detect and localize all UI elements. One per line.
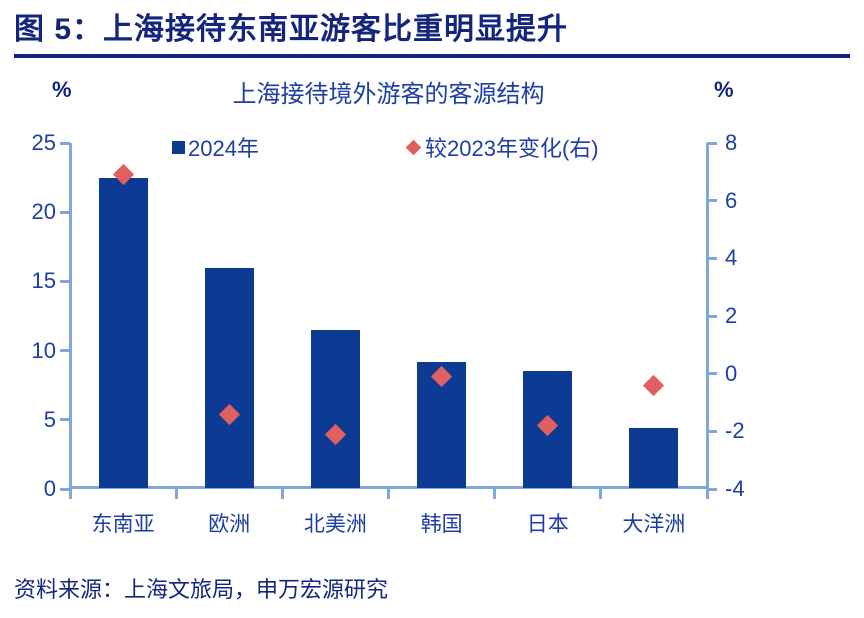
category-label: 大洋洲 bbox=[622, 513, 686, 536]
legend-label-change: 较2023年变化(右) bbox=[425, 136, 599, 161]
bottom-axis-tick bbox=[599, 486, 603, 499]
category-label: 东南亚 bbox=[91, 513, 155, 536]
source-note: 资料来源：上海文旅局，申万宏源研究 bbox=[14, 577, 389, 602]
right-axis-tick bbox=[707, 141, 717, 145]
right-axis-tick bbox=[707, 199, 717, 203]
category-label: 韩国 bbox=[420, 513, 463, 536]
legend-item-change: 较2023年变化(右) bbox=[405, 133, 599, 161]
right-axis-tick-label: 8 bbox=[725, 130, 738, 155]
left-axis-unit-label: % bbox=[52, 77, 72, 102]
bottom-axis-tick bbox=[174, 486, 178, 499]
bar bbox=[98, 177, 148, 488]
right-axis-tick-label: 4 bbox=[725, 245, 738, 271]
bar bbox=[629, 428, 679, 488]
legend-item-2024: 2024年 bbox=[172, 133, 259, 161]
left-axis-tick bbox=[60, 418, 70, 422]
right-axis-tick bbox=[707, 372, 717, 376]
left-axis-tick bbox=[60, 279, 70, 283]
legend-label-2024: 2024年 bbox=[188, 136, 259, 161]
right-axis-tick bbox=[707, 256, 717, 260]
left-axis-tick-label: 25 bbox=[31, 130, 56, 155]
category-label: 欧洲 bbox=[208, 513, 251, 536]
bottom-axis-tick bbox=[493, 486, 497, 499]
left-axis-tick-label: 5 bbox=[43, 406, 56, 432]
left-axis-tick bbox=[60, 349, 70, 353]
left-axis-tick-label: 10 bbox=[31, 337, 56, 363]
right-axis-tick-label: -2 bbox=[725, 418, 745, 444]
bar bbox=[310, 329, 360, 488]
right-axis-unit-label: % bbox=[714, 77, 734, 102]
left-axis-tick bbox=[60, 487, 70, 491]
right-axis-tick-label: 2 bbox=[725, 303, 738, 328]
bar-series-swatch-icon bbox=[172, 140, 185, 154]
left-axis-tick-label: 20 bbox=[31, 199, 56, 225]
right-axis-tick-label: -4 bbox=[725, 476, 745, 501]
right-axis-tick-label: 6 bbox=[725, 187, 738, 213]
left-axis-tick-label: 0 bbox=[43, 476, 56, 501]
bottom-axis-tick bbox=[68, 486, 72, 499]
category-label: 日本 bbox=[526, 513, 569, 536]
left-axis-line bbox=[68, 143, 72, 489]
right-axis-tick bbox=[707, 429, 717, 433]
bar bbox=[204, 267, 254, 488]
left-axis-tick-label: 15 bbox=[31, 268, 56, 294]
bottom-axis-tick bbox=[280, 486, 284, 499]
figure-title: 图 5：上海接待东南亚游客比重明显提升 bbox=[14, 13, 569, 46]
category-label: 北美洲 bbox=[303, 513, 367, 536]
diamond-marker bbox=[643, 374, 665, 396]
bottom-axis-tick bbox=[705, 486, 709, 499]
left-axis-tick bbox=[60, 210, 70, 214]
chart-title: 上海接待境外游客的客源结构 bbox=[232, 81, 545, 108]
left-axis-tick bbox=[60, 141, 70, 145]
right-axis-tick bbox=[707, 487, 717, 491]
title-underline bbox=[14, 54, 850, 58]
right-axis-tick bbox=[707, 314, 717, 318]
bottom-axis-tick bbox=[387, 486, 390, 499]
right-axis-tick-label: 0 bbox=[725, 360, 738, 386]
